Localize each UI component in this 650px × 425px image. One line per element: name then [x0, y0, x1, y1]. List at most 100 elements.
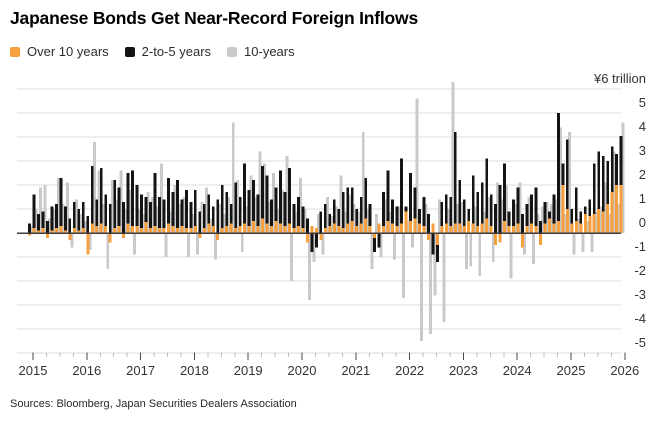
bar-2-to-5-years-47 — [238, 197, 242, 233]
bar-over-10-years-6 — [54, 228, 58, 233]
bar-2-to-5-years-32 — [171, 192, 175, 233]
bar-over-10-years-89 — [426, 233, 430, 241]
bar-10-years-93 — [446, 209, 450, 233]
bar-over-10-years-74 — [359, 223, 363, 233]
legend-item-10-years: 10-years — [227, 44, 295, 59]
bar-10-years-26 — [146, 192, 150, 233]
bar-10-years-100 — [478, 233, 482, 277]
bar-over-10-years-21 — [122, 233, 126, 238]
bar-2-to-5-years-9 — [68, 218, 72, 233]
bar-over-10-years-85 — [408, 221, 412, 233]
bar-2-to-5-years-89 — [427, 213, 430, 233]
bar-2-to-5-years-76 — [368, 204, 372, 233]
bar-over-10-years-19 — [113, 228, 117, 233]
bar-over-10-years-31 — [166, 223, 170, 233]
bar-over-10-years-73 — [355, 225, 359, 233]
bar-10-years-115 — [545, 201, 549, 233]
bar-10-years-66 — [325, 197, 329, 233]
bar-over-10-years-17 — [104, 225, 108, 233]
bar-10-years-27 — [151, 197, 155, 233]
bar-10-years-128 — [603, 182, 607, 233]
bar-2-to-5-years-19 — [113, 180, 117, 233]
bar-10-years-71 — [348, 194, 352, 233]
bar-over-10-years-121 — [570, 223, 574, 233]
bar-over-10-years-76 — [368, 225, 372, 233]
bar-10-years-9 — [70, 233, 74, 248]
bar-2-to-5-years-99 — [471, 175, 475, 233]
bar-10-years-40 — [209, 218, 213, 233]
bar-10-years-35 — [186, 233, 190, 257]
bar-10-years-16 — [101, 204, 105, 233]
bar-over-10-years-39 — [202, 228, 206, 233]
bar-2-to-5-years-115 — [543, 201, 547, 233]
bar-10-years-103 — [491, 233, 495, 262]
bar-2-to-5-years-80 — [386, 170, 390, 233]
bar-over-10-years-0 — [28, 233, 31, 236]
bar-over-10-years-64 — [314, 228, 318, 233]
bar-10-years-7 — [61, 204, 65, 233]
bar-10-years-32 — [173, 185, 177, 233]
bar-2-to-5-years-26 — [144, 197, 148, 233]
bar-10-years-90 — [433, 233, 437, 296]
bar-2-to-5-years-57 — [283, 192, 287, 233]
bar-10-years-84 — [406, 221, 410, 233]
bar-2-to-5-years-113 — [534, 187, 538, 233]
bar-10-years-113 — [536, 213, 540, 233]
bar-2-to-5-years-79 — [382, 192, 385, 233]
bar-10-years-22 — [128, 189, 132, 233]
bar-over-10-years-109 — [516, 223, 520, 233]
bar-10-years-120 — [567, 132, 571, 233]
bar-10-years-102 — [487, 197, 491, 233]
bar-over-10-years-91 — [435, 233, 439, 245]
bar-2-to-5-years-6 — [54, 204, 58, 233]
bar-2-to-5-years-23 — [131, 170, 134, 233]
bar-10-years-131 — [617, 204, 621, 233]
bar-2-to-5-years-81 — [391, 199, 394, 233]
bar-10-years-2 — [39, 187, 42, 233]
bar-over-10-years-90 — [431, 223, 435, 233]
bar-over-10-years-98 — [467, 221, 471, 233]
bar-over-10-years-130 — [610, 192, 614, 233]
bar-over-10-years-27 — [149, 228, 153, 233]
bar-over-10-years-4 — [45, 233, 49, 238]
bar-10-years-77 — [375, 213, 379, 233]
bar-2-to-5-years-108 — [512, 199, 515, 233]
bar-over-10-years-28 — [153, 225, 157, 233]
bar-2-to-5-years-7 — [59, 177, 63, 233]
bar-10-years-0 — [30, 225, 33, 233]
bar-10-years-127 — [599, 206, 603, 233]
y-axis-tick-label: 0 — [639, 215, 646, 230]
bar-over-10-years-122 — [574, 221, 578, 233]
bar-over-10-years-63 — [310, 225, 314, 233]
bar-over-10-years-84 — [404, 211, 408, 233]
y-axis-unit-label: ¥6 trillion — [593, 71, 646, 86]
y-axis-tick-label: 3 — [639, 143, 646, 158]
bar-10-years-68 — [334, 206, 338, 233]
bar-2-to-5-years-33 — [176, 180, 179, 233]
bar-over-10-years-50 — [252, 221, 256, 233]
bar-2-to-5-years-127 — [597, 151, 601, 233]
bar-over-10-years-62 — [305, 233, 309, 243]
legend-label-over-10-years: Over 10 years — [27, 44, 109, 59]
bar-over-10-years-66 — [323, 228, 327, 233]
bar-over-10-years-119 — [561, 185, 565, 233]
bar-2-to-5-years-70 — [341, 192, 345, 233]
source-note: Sources: Bloomberg, Japan Securities Dea… — [10, 398, 297, 410]
bar-over-10-years-59 — [292, 228, 296, 233]
bar-2-to-5-years-87 — [418, 209, 421, 233]
bar-10-years-108 — [514, 204, 518, 233]
bar-over-10-years-1 — [32, 228, 36, 233]
x-axis-year-label: 2017 — [126, 363, 155, 378]
bar-over-10-years-37 — [193, 225, 197, 233]
bar-over-10-years-7 — [59, 225, 63, 233]
bar-2-to-5-years-100 — [476, 192, 480, 233]
bar-over-10-years-80 — [386, 221, 390, 233]
bar-over-10-years-117 — [552, 223, 556, 233]
bar-over-10-years-46 — [234, 228, 238, 233]
bar-10-years-123 — [581, 233, 585, 253]
bar-over-10-years-12 — [81, 228, 85, 233]
bar-10-years-98 — [469, 233, 473, 267]
bar-2-to-5-years-92 — [440, 201, 444, 233]
bar-2-to-5-years-75 — [364, 177, 368, 233]
